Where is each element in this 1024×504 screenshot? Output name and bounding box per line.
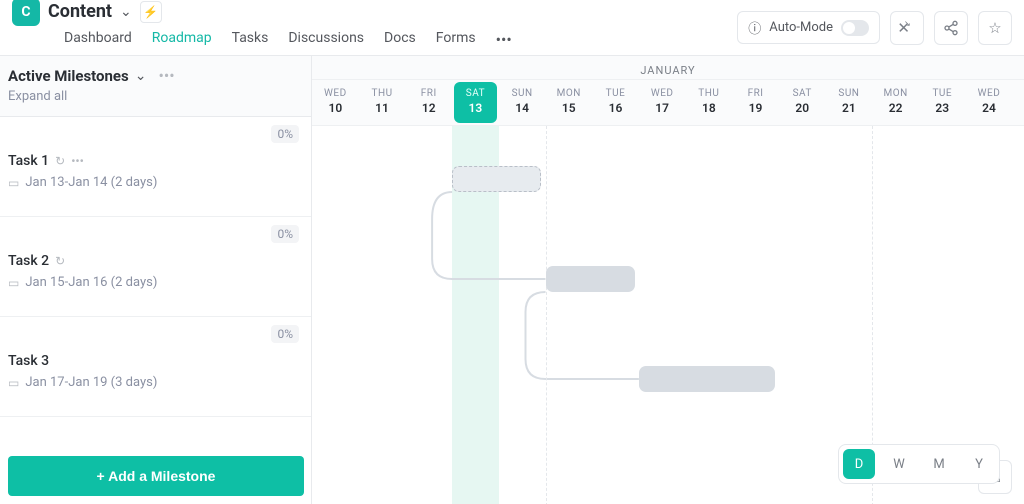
- gantt-bar[interactable]: [546, 266, 635, 292]
- day-column[interactable]: FRI19: [732, 80, 779, 125]
- day-column[interactable]: TUE16: [592, 80, 639, 125]
- task-percent: 0%: [271, 125, 299, 143]
- gantt-bar[interactable]: [639, 366, 775, 392]
- automation-bolt-icon[interactable]: ⚡: [140, 1, 162, 23]
- tab-dashboard[interactable]: Dashboard: [64, 24, 132, 58]
- recurring-icon: ↻: [55, 254, 65, 268]
- day-column[interactable]: SUN21: [826, 80, 873, 125]
- more-icon[interactable]: •••: [158, 66, 174, 85]
- milestones-title[interactable]: Active Milestones: [8, 67, 129, 85]
- task-list: 0% Task 1 ↻ ••• ▭Jan 13-Jan 14 (2 days)0…: [0, 117, 311, 448]
- day-column[interactable]: SAT20: [779, 80, 826, 125]
- task-date: ▭Jan 15-Jan 16 (2 days): [8, 275, 303, 290]
- tab-tasks[interactable]: Tasks: [232, 24, 269, 58]
- day-header-row: WED10THU11FRI12SAT13SUN14MON15TUE16WED17…: [312, 80, 1024, 126]
- zoom-m[interactable]: M: [923, 449, 955, 479]
- day-column[interactable]: THU11: [359, 80, 406, 125]
- task-row[interactable]: 0% Task 1 ↻ ••• ▭Jan 13-Jan 14 (2 days): [0, 117, 311, 217]
- day-column[interactable]: TUE23: [919, 80, 966, 125]
- add-milestone-button[interactable]: + Add a Milestone: [8, 456, 304, 496]
- zoom-picker: DWMY: [838, 444, 1000, 484]
- calendar-icon: ▭: [8, 276, 19, 290]
- task-row[interactable]: 0% Task 3 ▭Jan 17-Jan 19 (3 days): [0, 317, 311, 417]
- gantt-bar[interactable]: [452, 166, 541, 192]
- task-percent: 0%: [271, 325, 299, 343]
- day-column[interactable]: WED10: [312, 80, 359, 125]
- recurring-icon: ↻: [55, 154, 65, 168]
- day-column[interactable]: WED24: [966, 80, 1013, 125]
- topbar: C Content ⌄ ⚡ Dashboard Roadmap Tasks Discu…: [0, 0, 1024, 56]
- space-name[interactable]: Content: [48, 1, 112, 22]
- task-row[interactable]: 0% Task 2 ↻ ▭Jan 15-Jan 16 (2 days): [0, 217, 311, 317]
- toggle-switch[interactable]: [841, 20, 869, 36]
- tab-discussions[interactable]: Discussions: [288, 24, 364, 58]
- task-name[interactable]: Task 1 ↻ •••: [8, 153, 303, 169]
- day-column[interactable]: SAT13: [454, 82, 497, 123]
- timeline: JANUARY WED10THU11FRI12SAT13SUN14MON15TU…: [312, 56, 1024, 504]
- sidebar: Active Milestones ⌄ ••• Expand all 0% Ta…: [0, 56, 312, 504]
- zoom-w[interactable]: W: [883, 449, 915, 479]
- zoom-y[interactable]: Y: [963, 449, 995, 479]
- day-column[interactable]: MON15: [545, 80, 592, 125]
- task-date: ▭Jan 17-Jan 19 (3 days): [8, 375, 303, 390]
- expand-all[interactable]: Expand all: [8, 89, 303, 104]
- day-column[interactable]: SUN14: [499, 80, 546, 125]
- automode-toggle[interactable]: ⓘ Auto-Mode: [737, 11, 880, 44]
- calendar-icon: ▭: [8, 176, 19, 190]
- automode-label: Auto-Mode: [769, 20, 833, 35]
- task-date: ▭Jan 13-Jan 14 (2 days): [8, 175, 303, 190]
- tabs-more-icon[interactable]: •••: [496, 24, 512, 58]
- collapse-icon[interactable]: ✕↘: [890, 11, 924, 45]
- chevron-down-icon[interactable]: ⌄: [135, 68, 147, 84]
- space-badge[interactable]: C: [12, 0, 40, 26]
- star-icon[interactable]: ☆: [978, 11, 1012, 45]
- tab-docs[interactable]: Docs: [384, 24, 416, 58]
- day-column[interactable]: MON22: [872, 80, 919, 125]
- tab-roadmap[interactable]: Roadmap: [152, 24, 212, 58]
- calendar-icon: ▭: [8, 376, 19, 390]
- chevron-down-icon[interactable]: ⌄: [120, 4, 132, 20]
- more-icon[interactable]: •••: [71, 154, 84, 168]
- day-column[interactable]: FRI12: [405, 80, 452, 125]
- zoom-d[interactable]: D: [843, 449, 875, 479]
- tab-forms[interactable]: Forms: [436, 24, 476, 58]
- info-icon: ⓘ: [748, 18, 761, 37]
- task-name[interactable]: Task 3: [8, 353, 303, 369]
- task-percent: 0%: [271, 225, 299, 243]
- day-column[interactable]: THU18: [686, 80, 733, 125]
- share-icon[interactable]: [934, 11, 968, 45]
- month-label: JANUARY: [312, 56, 1024, 80]
- day-column[interactable]: WED17: [639, 80, 686, 125]
- task-name[interactable]: Task 2 ↻: [8, 253, 303, 269]
- nav-tabs: Dashboard Roadmap Tasks Discussions Docs Form…: [12, 24, 512, 58]
